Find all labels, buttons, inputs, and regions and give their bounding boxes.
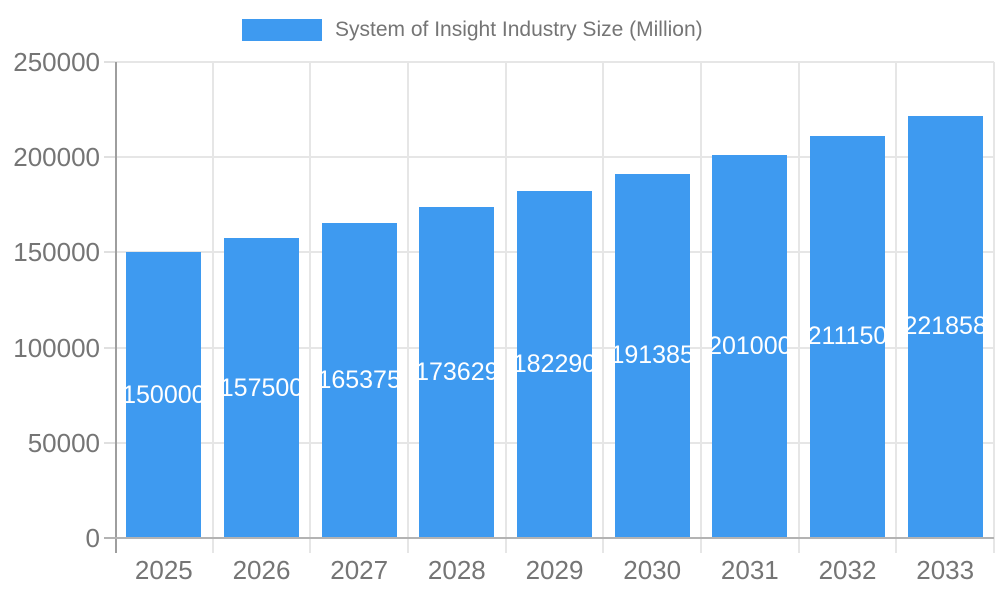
bar-2031[interactable]: 201000	[712, 155, 788, 538]
vertical-gridline	[993, 62, 995, 553]
bar-slot-2026: 157500	[213, 62, 311, 538]
x-axis-baseline	[104, 537, 994, 539]
bar-2025[interactable]: 150000	[126, 252, 202, 538]
horizontal-gridline	[115, 156, 994, 159]
legend-label: System of Insight Industry Size (Million…	[335, 18, 703, 41]
bar-2028[interactable]: 173629	[419, 207, 495, 538]
y-axis-tick	[104, 251, 115, 254]
y-tick-label: 100000	[13, 332, 100, 363]
bar-value-label: 173629	[419, 358, 495, 387]
vertical-gridline	[797, 62, 800, 553]
x-tick-label-2026: 2026	[232, 555, 291, 585]
y-axis-tick	[104, 441, 115, 444]
x-tick-label-2027: 2027	[330, 555, 389, 585]
bar-slot-2028: 173629	[408, 62, 506, 538]
bar-slot-2025: 150000	[115, 62, 213, 538]
vertical-gridline	[895, 62, 898, 553]
bar-slot-2030: 191385	[603, 62, 701, 538]
bar-value-label: 150000	[126, 380, 202, 409]
plot-area: 150000 157500 165375 173629 182290 191385 2010…	[115, 61, 995, 553]
y-tick-label: 0	[85, 523, 100, 553]
y-axis-line	[115, 62, 117, 553]
x-tick-label-2032: 2032	[818, 555, 877, 585]
bar-value-label: 201000	[712, 332, 788, 361]
x-tick-label-2033: 2033	[916, 555, 975, 585]
y-tick-label: 150000	[13, 237, 100, 268]
y-axis-tick	[104, 156, 115, 159]
bar-value-label: 157500	[223, 373, 299, 402]
bar-2026[interactable]: 157500	[223, 238, 299, 538]
vertical-gridline	[211, 62, 214, 553]
legend-swatch	[242, 19, 322, 41]
vertical-gridline	[504, 62, 507, 553]
bar-slot-2033: 221858	[896, 62, 994, 538]
legend: System of Insight Industry Size (Million…	[242, 19, 703, 41]
bar-value-label: 221858	[907, 312, 983, 341]
bar-value-label: 211150	[809, 322, 885, 351]
bar-2030[interactable]: 191385	[614, 173, 690, 538]
vertical-gridline	[602, 62, 605, 553]
y-tick-label: 200000	[13, 142, 100, 173]
y-tick-label: 50000	[27, 427, 100, 458]
y-axis-tick	[104, 61, 115, 63]
vertical-gridline	[699, 62, 702, 553]
y-axis-tick	[104, 346, 115, 349]
horizontal-gridline	[115, 61, 994, 63]
x-tick-label-2031: 2031	[720, 555, 779, 585]
x-tick-label-2029: 2029	[525, 555, 584, 585]
vertical-gridline	[309, 62, 312, 553]
y-tick-label: 250000	[13, 47, 100, 77]
x-tick-label-2025: 2025	[134, 555, 193, 585]
bar-slot-2027: 165375	[310, 62, 408, 538]
bar-value-label: 165375	[321, 366, 397, 395]
x-tick-label-2030: 2030	[623, 555, 682, 585]
bar-slot-2029: 182290	[506, 62, 604, 538]
vertical-gridline	[406, 62, 409, 553]
bar-slot-2032: 211150	[799, 62, 897, 538]
bar-2033[interactable]: 221858	[907, 115, 983, 538]
bar-2032[interactable]: 211150	[809, 135, 885, 538]
bar-value-label: 182290	[516, 349, 592, 378]
bar-2029[interactable]: 182290	[516, 190, 592, 538]
bar-2027[interactable]: 165375	[321, 223, 397, 538]
bar-slot-2031: 201000	[701, 62, 799, 538]
x-tick-label-2028: 2028	[427, 555, 486, 585]
bar-value-label: 191385	[614, 341, 690, 370]
